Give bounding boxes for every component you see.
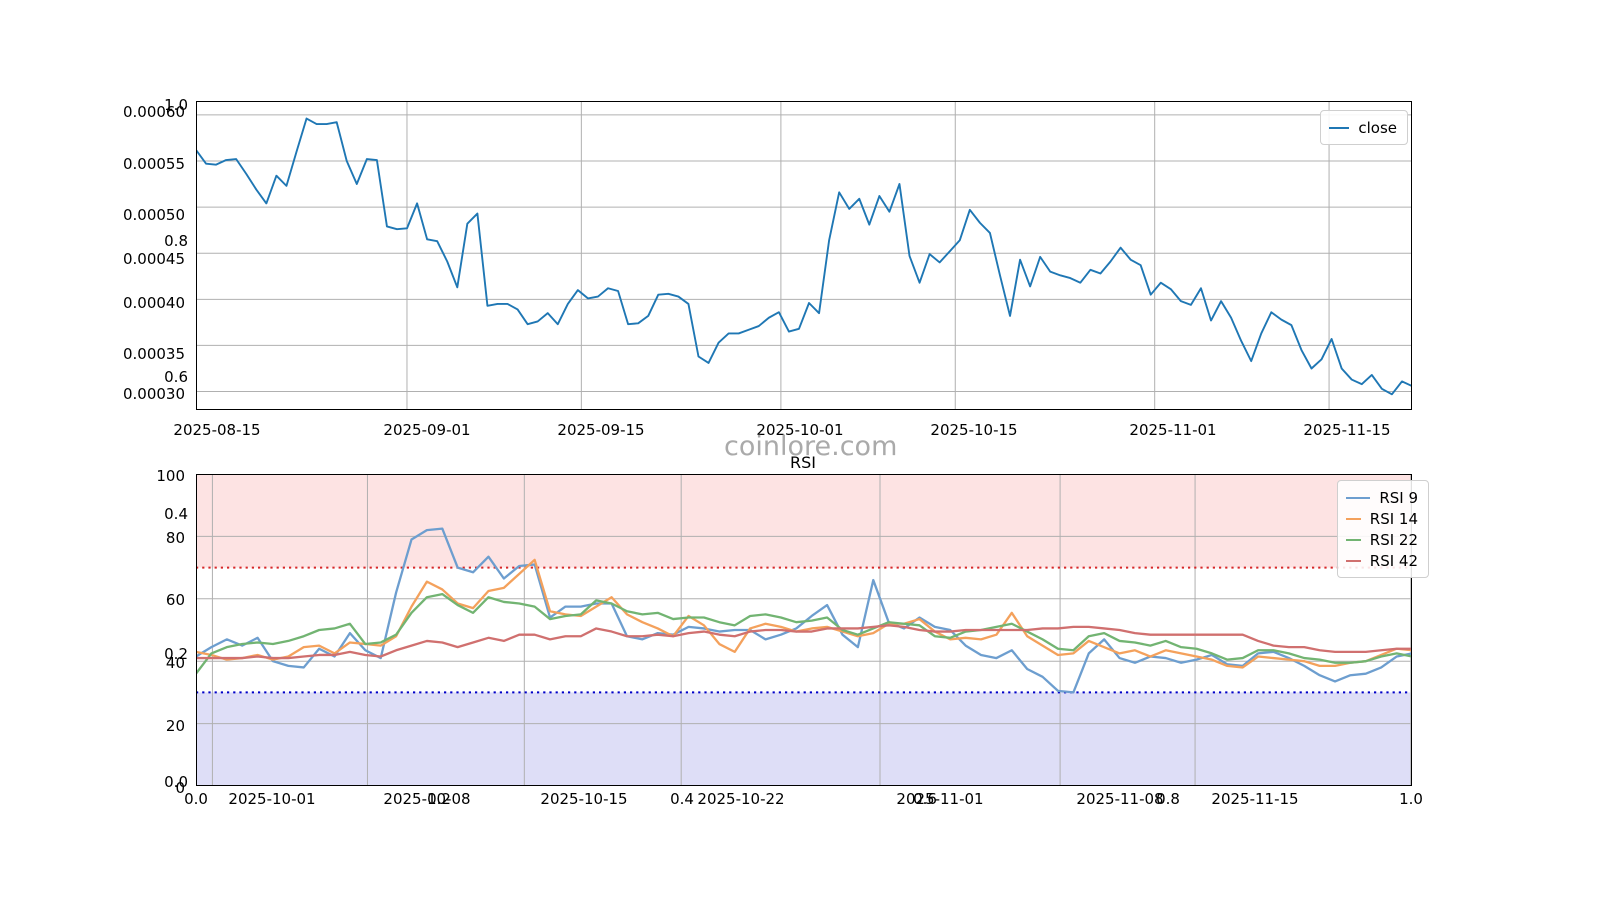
price-plot-area — [196, 101, 1412, 410]
legend-item-rsi42[interactable]: RSI 42 — [1346, 550, 1418, 571]
price-legend[interactable]: close — [1320, 110, 1408, 145]
rsi-xtick: 2025-10-22 — [697, 790, 785, 808]
rsi-xtick: 2025-11-08 — [1076, 790, 1164, 808]
legend-swatch-rsi22 — [1346, 538, 1361, 541]
legend-swatch-rsi42 — [1346, 559, 1361, 562]
legend-label-close: close — [1358, 118, 1397, 137]
rsi-xtick-overlay: 0.4 — [670, 790, 694, 808]
rsi-ytick: 80 — [165, 529, 185, 547]
rsi-panel — [196, 474, 1412, 786]
price-ytick: 0.00035 — [122, 345, 185, 363]
rsi-xtick-overlay: 0.8 — [1156, 790, 1180, 808]
price-xtick: 2025-08-15 — [173, 421, 261, 439]
legend-label-rsi42: RSI 42 — [1369, 551, 1418, 570]
price-xtick: 2025-09-01 — [383, 421, 471, 439]
legend-label-rsi14: RSI 14 — [1369, 509, 1418, 528]
price-xtick: 2025-11-15 — [1303, 421, 1391, 439]
rsi-ytick: 20 — [165, 717, 185, 735]
price-ytick: 0.00030 — [122, 385, 185, 403]
legend-item-rsi9[interactable]: RSI 9 — [1346, 487, 1418, 508]
price-ytick-overlay: 0.6 — [164, 368, 188, 386]
price-xtick: 2025-11-01 — [1129, 421, 1217, 439]
rsi-ytick-overlay: 0.4 — [164, 505, 188, 523]
rsi-ytick: 40 — [165, 654, 185, 672]
price-ytick: 0.00040 — [122, 294, 185, 312]
price-ytick-overlay: 0.8 — [164, 232, 188, 250]
rsi-legend[interactable]: RSI 9 RSI 14 RSI 22 RSI 42 — [1337, 480, 1429, 578]
rsi-xtick: 2025-10-08 — [383, 790, 471, 808]
rsi-xtick: 2025-11-15 — [1211, 790, 1299, 808]
rsi-xtick-overlay: 0.2 — [427, 790, 451, 808]
price-panel — [196, 101, 1412, 410]
price-ytick-overlay: 1.0 — [164, 96, 188, 114]
legend-item-rsi14[interactable]: RSI 14 — [1346, 508, 1418, 529]
rsi-ytick-overlay: 0.2 — [164, 645, 188, 663]
legend-swatch-rsi14 — [1346, 517, 1361, 520]
rsi-ytick: 0 — [175, 779, 185, 797]
rsi-xtick: 2025-10-15 — [540, 790, 628, 808]
rsi-title: RSI — [790, 453, 816, 472]
legend-item-rsi22[interactable]: RSI 22 — [1346, 529, 1418, 550]
rsi-xtick: 2025-10-01 — [228, 790, 316, 808]
rsi-xtick-overlay: 0.6 — [913, 790, 937, 808]
price-ytick: 0.00055 — [122, 155, 185, 173]
rsi-ytick-overlay: 0.0 — [164, 773, 188, 791]
legend-label-rsi22: RSI 22 — [1369, 530, 1418, 549]
rsi-plot-area — [196, 474, 1412, 786]
legend-label-rsi9: RSI 9 — [1379, 488, 1418, 507]
legend-swatch-close — [1329, 126, 1350, 129]
price-ytick: 0.00050 — [122, 206, 185, 224]
legend-swatch-rsi9 — [1346, 496, 1371, 499]
price-ytick: 0.00060 — [122, 103, 185, 121]
watermark: coinlore.com — [724, 431, 898, 462]
price-xtick: 2025-10-01 — [756, 421, 844, 439]
price-ytick: 0.00045 — [122, 250, 185, 268]
legend-item-close[interactable]: close — [1329, 117, 1397, 138]
rsi-xtick-overlay: 0.0 — [184, 790, 208, 808]
rsi-xtick: 2025-11-01 — [896, 790, 984, 808]
price-xtick: 2025-09-15 — [557, 421, 645, 439]
rsi-ytick: 60 — [165, 591, 185, 609]
price-xtick: 2025-10-15 — [930, 421, 1018, 439]
rsi-ytick: 100 — [156, 467, 185, 485]
rsi-xtick-overlay: 1.0 — [1399, 790, 1423, 808]
